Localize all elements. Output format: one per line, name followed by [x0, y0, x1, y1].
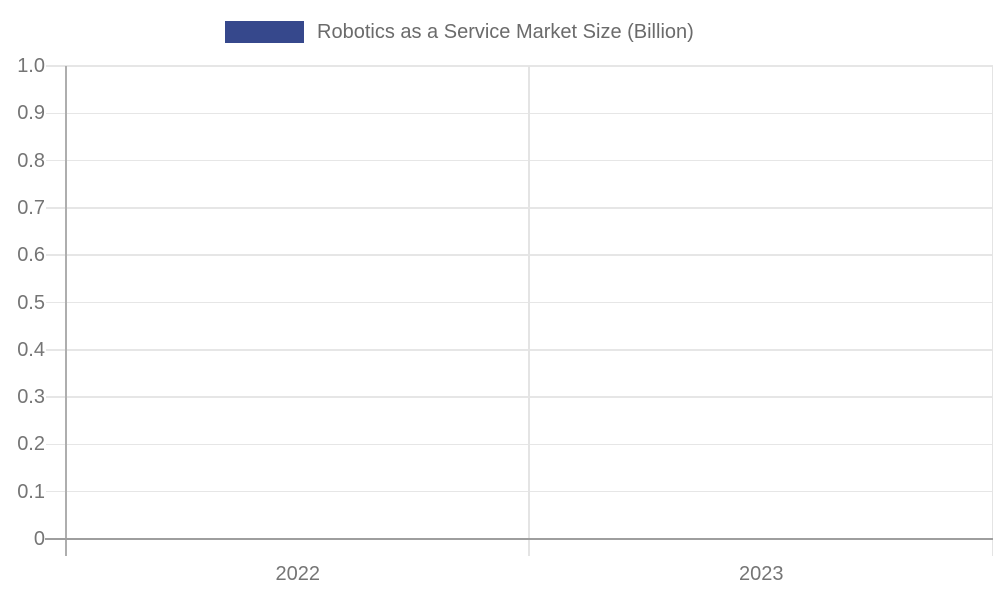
legend-label[interactable]: Robotics as a Service Market Size (Billi… [317, 21, 694, 43]
y-gridline [46, 490, 993, 493]
x-gridline [528, 66, 530, 556]
x-tick-label: 2023 [739, 563, 784, 585]
y-tick-label: 0.7 [17, 196, 45, 219]
y-tick-label: 1.0 [17, 55, 45, 77]
y-gridline [46, 207, 993, 209]
legend-swatch[interactable] [225, 21, 304, 43]
x-axis-baseline [45, 538, 993, 540]
y-gridline [46, 254, 993, 256]
y-tick-label: 0.2 [17, 433, 45, 456]
y-axis-line [65, 66, 67, 556]
y-gridline [46, 159, 993, 162]
y-gridline [46, 443, 993, 446]
y-tick-label: 0.3 [17, 386, 45, 409]
x-gridline [991, 66, 993, 556]
y-tick-label: 0.8 [17, 149, 45, 172]
y-gridline [46, 65, 993, 67]
y-gridline [46, 301, 993, 304]
y-tick-label: 0.4 [17, 338, 45, 361]
x-tick-label: 2022 [275, 563, 321, 585]
y-tick-label: 0.9 [17, 102, 45, 125]
y-tick-label: 0.1 [17, 480, 45, 503]
legend: Robotics as a Service Market Size (Billi… [0, 0, 1000, 56]
y-tick-label: 0.6 [17, 244, 45, 267]
plot-area [45, 65, 993, 556]
y-tick-label: 0 [33, 528, 45, 550]
y-gridline [46, 349, 993, 351]
y-tick-label: 0.5 [17, 291, 45, 314]
y-gridline [46, 112, 993, 115]
y-gridline [46, 396, 993, 398]
